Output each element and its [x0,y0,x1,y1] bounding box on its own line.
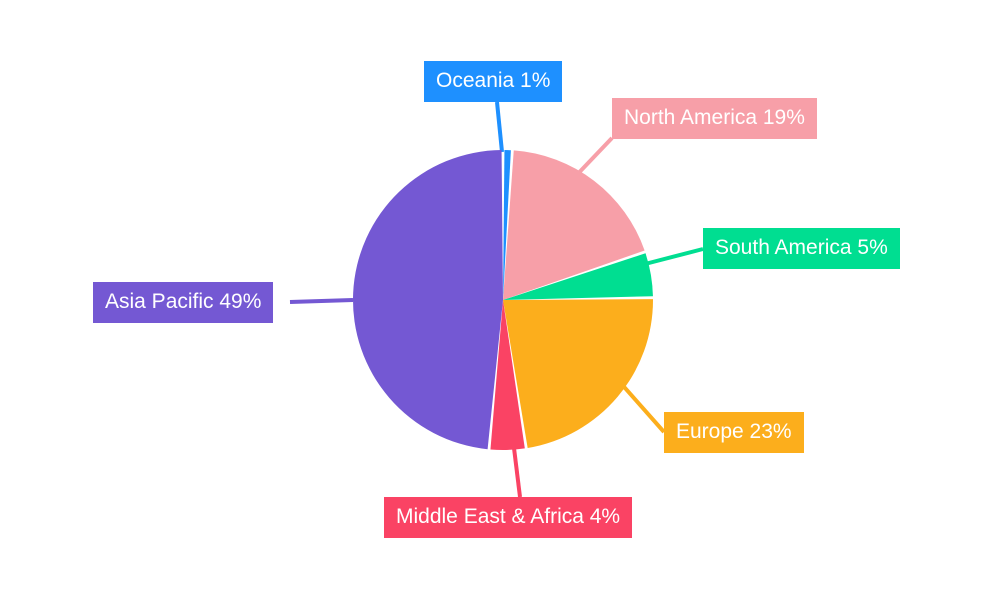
pie-slice-asia-pacific[interactable] [352,150,503,450]
leader-line-asia-pacific [289,298,354,304]
pie-slice-oceania[interactable] [503,150,511,300]
pie-slice-south-america[interactable] [503,253,653,300]
leader-line-europe [616,378,666,434]
leader-line-middle-east-africa [512,447,522,498]
pie-slice-europe[interactable] [503,299,654,448]
pie-slice-middle-east-africa[interactable] [490,300,525,450]
slice-label-south-america[interactable]: South America 5% [703,228,900,269]
slice-label-north-america[interactable]: North America 19% [612,98,817,139]
slice-label-middle-east-africa[interactable]: Middle East & Africa 4% [384,497,633,538]
leader-line-south-america [644,247,704,266]
slice-label-oceania[interactable]: Oceania 1% [424,61,563,102]
slice-label-asia-pacific[interactable]: Asia Pacific 49% [93,282,274,323]
slice-label-europe[interactable]: Europe 23% [664,412,804,453]
pie-slice-north-america[interactable] [503,150,645,300]
pie-slices-group [352,150,654,450]
leader-line-oceania [495,101,504,153]
